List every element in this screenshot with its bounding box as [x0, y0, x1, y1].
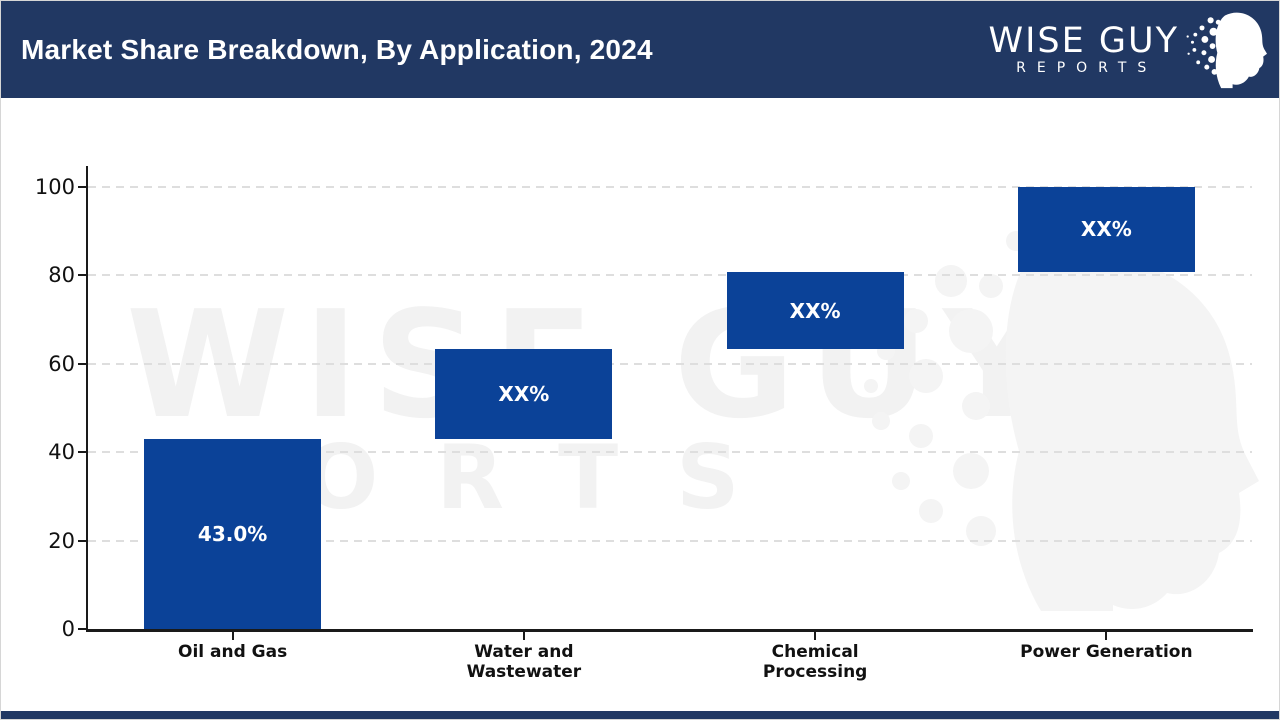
- chart-bar: 43.0%: [144, 438, 322, 629]
- y-tick-mark: [78, 274, 87, 277]
- footer-band: [1, 711, 1279, 719]
- header-band: Market Share Breakdown, By Application, …: [1, 1, 1279, 98]
- y-gridline: [88, 362, 1252, 365]
- y-gridline: [88, 186, 1252, 188]
- x-category-label: Chemical Processing: [762, 642, 868, 682]
- watermark-head-graphic: [831, 211, 1261, 615]
- y-tick-mark: [78, 362, 87, 365]
- x-axis-line: [86, 629, 1253, 632]
- bar-value-label: XX%: [498, 382, 550, 407]
- y-axis-line: [86, 166, 88, 631]
- x-category-label: Oil and Gas: [178, 642, 288, 662]
- y-tick-mark: [78, 451, 87, 454]
- y-tick-label: 40: [48, 440, 75, 465]
- bar-value-label: XX%: [1080, 217, 1132, 242]
- y-tick-label: 80: [48, 263, 75, 288]
- y-tick-mark: [78, 628, 87, 630]
- brand-subname: REPORTS: [1016, 60, 1158, 76]
- dotted-head-logo-icon: [1181, 7, 1267, 93]
- x-tick-mark: [522, 632, 525, 640]
- brand-name: WISE GUY: [988, 21, 1179, 61]
- chart-bar: XX%: [726, 271, 904, 350]
- y-gridline: [88, 451, 1252, 454]
- x-category-label: Power Generation: [1020, 642, 1193, 662]
- y-tick-label: 0: [61, 617, 75, 641]
- x-tick-mark: [814, 632, 817, 640]
- y-gridline: [88, 274, 1252, 277]
- y-tick-label: 100: [34, 175, 75, 199]
- y-tick-label: 60: [48, 351, 75, 376]
- bar-value-label: 43.0%: [197, 521, 268, 546]
- x-category-label: Water and Wastewater: [466, 642, 582, 682]
- y-tick-label: 20: [48, 528, 75, 553]
- bar-value-label: XX%: [789, 298, 841, 323]
- chart-bar: XX%: [1017, 187, 1195, 272]
- x-tick-mark: [231, 632, 234, 640]
- page-title: Market Share Breakdown, By Application, …: [21, 33, 653, 65]
- y-tick-mark: [78, 539, 87, 542]
- y-gridline: [88, 539, 1252, 542]
- brand-logo: WISE GUY REPORTS: [988, 7, 1267, 93]
- brand-logo-text: WISE GUY REPORTS: [988, 23, 1179, 76]
- chart-bar: XX%: [435, 349, 613, 439]
- y-tick-mark: [78, 186, 87, 188]
- x-tick-mark: [1105, 632, 1108, 640]
